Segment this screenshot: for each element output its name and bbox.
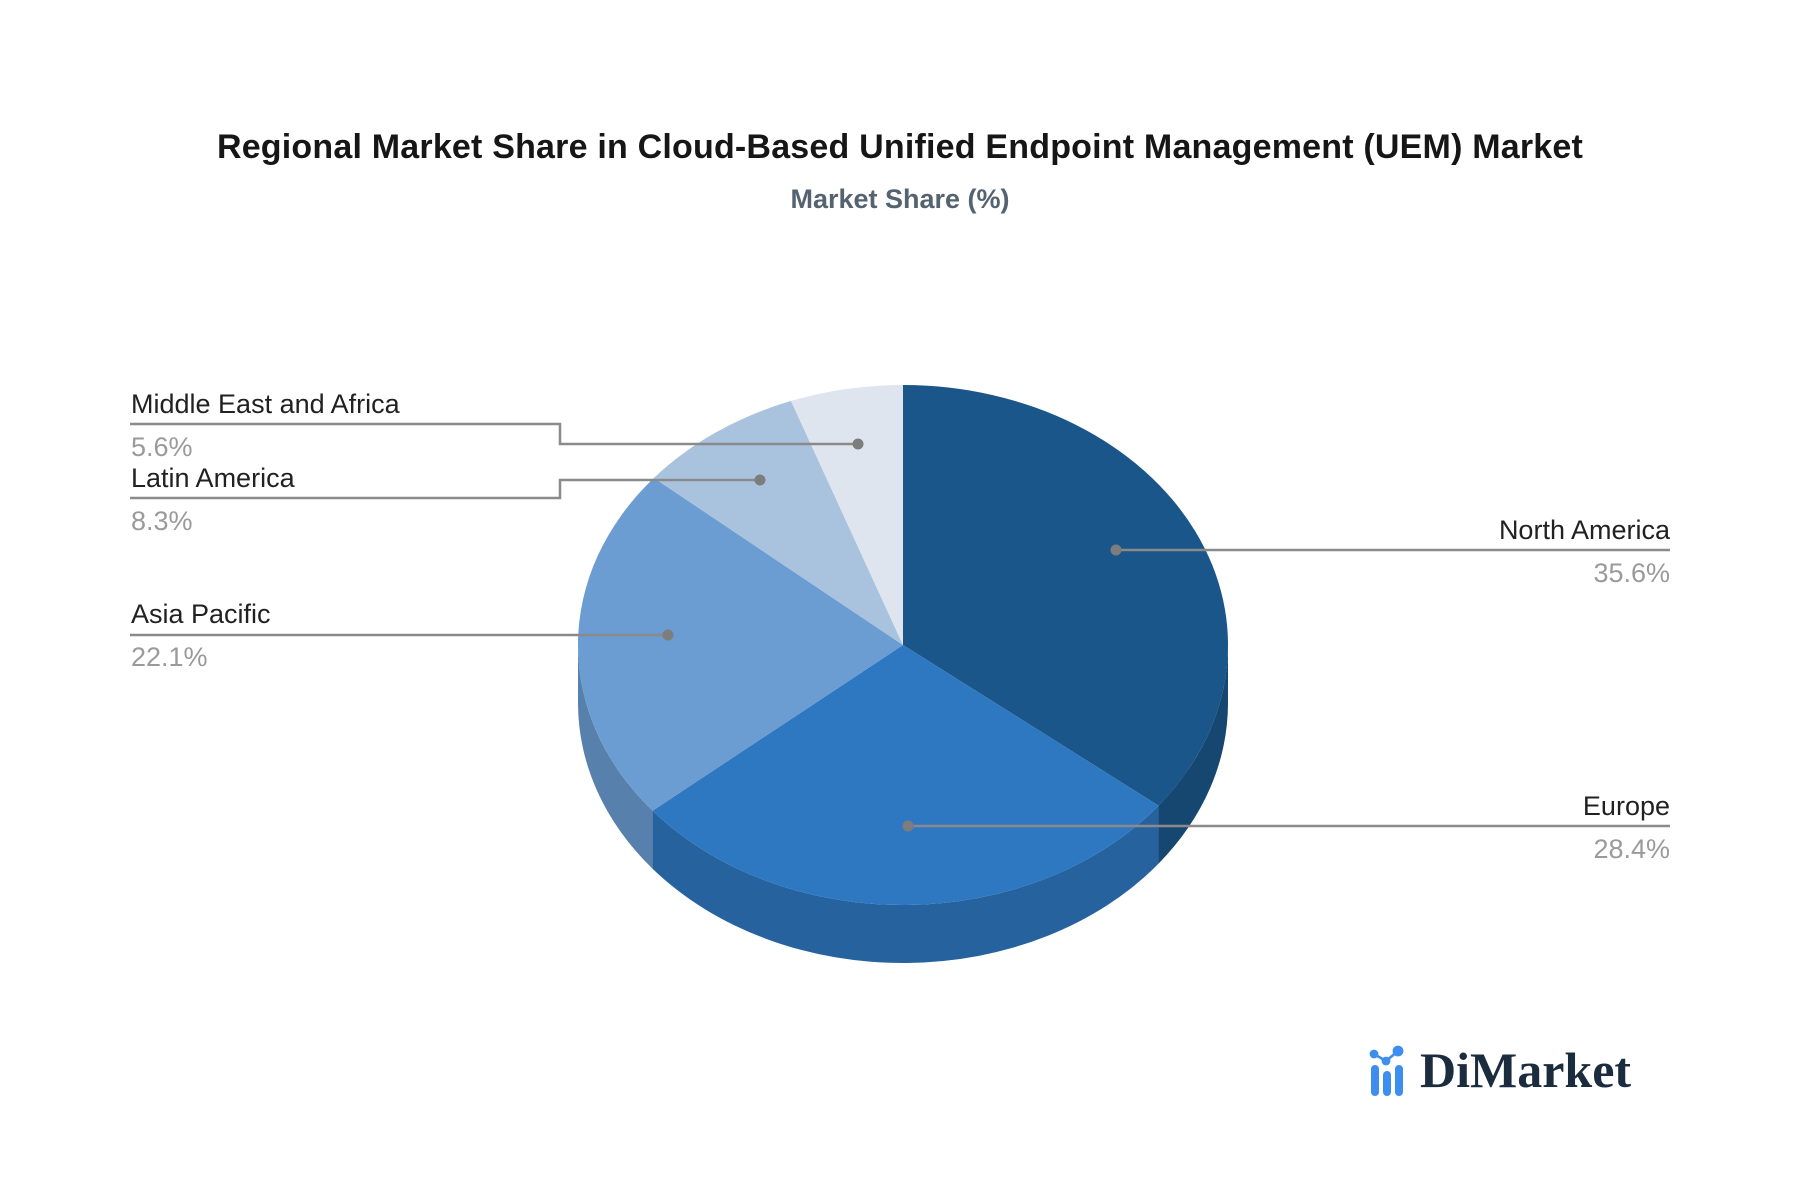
pie-label-middle-east-and-africa: Middle East and Africa 5.6%: [131, 388, 400, 463]
leader-dot-latin-america: [754, 474, 766, 486]
chart-subtitle: Market Share (%): [790, 184, 1010, 214]
pie-label-asia-pacific: Asia Pacific 22.1%: [131, 598, 271, 673]
pie-slice-side-europe: [652, 805, 1159, 963]
dimarket-logo-text: DiMarket: [1420, 1042, 1632, 1098]
pie-label-value: 8.3%: [131, 506, 193, 536]
pie-slice-asia-pacific[interactable]: [578, 478, 903, 811]
leader-line-latin-america: [130, 478, 760, 500]
pie-label-europe: Europe 28.4%: [1583, 790, 1670, 865]
pie-slice-north-america[interactable]: [903, 385, 1228, 806]
pie-slice-middle-east-and-africa[interactable]: [790, 385, 903, 645]
pie-label-north-america: North America 35.6%: [1499, 514, 1670, 589]
pie-label-value: 28.4%: [1593, 834, 1670, 864]
leader-line-middle-east-and-africa: [130, 422, 858, 446]
pie-slice-side-north-america: [1158, 645, 1228, 864]
pie-slice-side-asia-pacific: [578, 645, 653, 869]
pie-label-latin-america: Latin America 8.3%: [131, 462, 295, 537]
pie-slice-latin-america[interactable]: [653, 400, 903, 645]
dimarket-logo-icon: [1369, 1045, 1404, 1096]
pie-label-name: North America: [1498, 515, 1670, 545]
pie-label-name: Latin America: [131, 463, 295, 493]
pie-label-name: Middle East and Africa: [131, 389, 400, 419]
pie-slice-europe[interactable]: [652, 645, 1159, 905]
leader-dot-middle-east-and-africa: [852, 438, 864, 450]
pie-label-value: 22.1%: [131, 642, 208, 672]
pie-label-name: Asia Pacific: [131, 599, 271, 629]
dimarket-logo: DiMarket: [1364, 1040, 1631, 1098]
pie-label-name: Europe: [1582, 791, 1670, 821]
pie-label-value: 5.6%: [131, 432, 193, 462]
leader-dot-north-america: [1110, 544, 1122, 556]
leader-dot-asia-pacific: [662, 629, 674, 641]
pie-label-value: 35.6%: [1593, 558, 1670, 588]
chart-title: Regional Market Share in Cloud-Based Uni…: [216, 128, 1584, 166]
leader-dot-europe: [902, 820, 914, 832]
